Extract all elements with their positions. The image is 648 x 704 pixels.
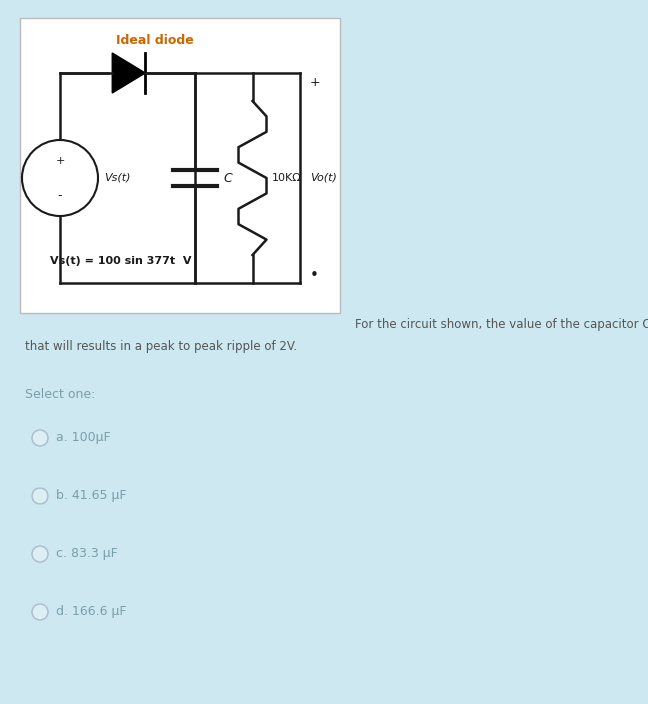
Text: b. 41.65 μF: b. 41.65 μF [56, 489, 126, 503]
Text: d. 166.6 μF: d. 166.6 μF [56, 605, 126, 619]
Text: c. 83.3 μF: c. 83.3 μF [56, 548, 118, 560]
Text: For the circuit shown, the value of the capacitor C: For the circuit shown, the value of the … [355, 318, 648, 331]
Text: Vo(t): Vo(t) [310, 173, 337, 183]
Text: Vs(t) = 100 sin 377t  V: Vs(t) = 100 sin 377t V [50, 256, 192, 266]
Circle shape [22, 140, 98, 216]
Text: +: + [55, 156, 65, 166]
Circle shape [32, 546, 48, 562]
Polygon shape [112, 53, 145, 93]
Text: -: - [58, 189, 62, 201]
Circle shape [32, 488, 48, 504]
Text: Ideal diode: Ideal diode [115, 34, 193, 46]
Circle shape [32, 604, 48, 620]
Text: Vs(t): Vs(t) [104, 173, 130, 183]
Bar [20, 18, 340, 313]
Text: C: C [223, 172, 232, 184]
Text: that will results in a peak to peak ripple of 2V.: that will results in a peak to peak ripp… [25, 340, 297, 353]
Text: a. 100μF: a. 100μF [56, 432, 111, 444]
Text: +: + [310, 77, 321, 89]
Text: •: • [310, 268, 319, 282]
Text: 10KΩ: 10KΩ [272, 173, 301, 183]
Text: Select one:: Select one: [25, 388, 95, 401]
Circle shape [32, 430, 48, 446]
